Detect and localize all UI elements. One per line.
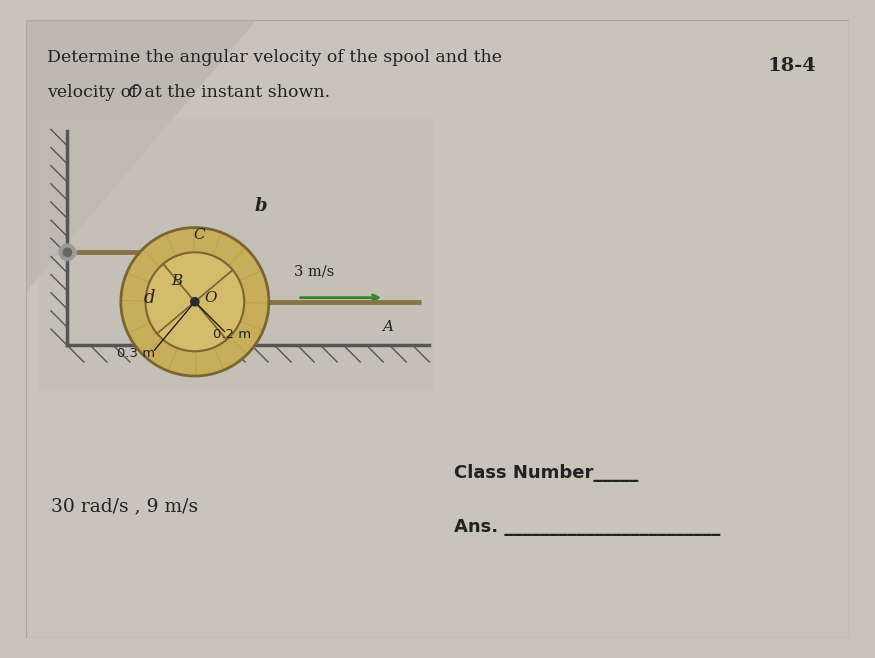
Text: 18-4: 18-4 [767,57,816,75]
Text: b: b [255,197,267,215]
Circle shape [60,244,75,261]
Text: 0.2 m: 0.2 m [213,328,251,342]
Text: B: B [172,274,182,288]
Circle shape [145,252,244,351]
Text: at the instant shown.: at the instant shown. [139,84,330,101]
Text: 30 rad/s , 9 m/s: 30 rad/s , 9 m/s [51,497,198,515]
Text: velocity of: velocity of [47,84,143,101]
Text: O: O [205,291,217,305]
Text: Class Number_____: Class Number_____ [454,465,639,482]
Text: 3 m/s: 3 m/s [294,265,334,279]
Text: C: C [193,228,205,242]
FancyBboxPatch shape [38,118,433,391]
Text: Determine the angular velocity of the spool and the: Determine the angular velocity of the sp… [47,49,502,66]
Circle shape [191,297,199,306]
Circle shape [63,248,72,257]
Polygon shape [26,20,256,292]
Text: 0.3 m: 0.3 m [116,347,155,360]
Text: d: d [144,289,156,307]
Text: O: O [128,84,142,101]
Circle shape [121,228,269,376]
Text: A: A [382,320,394,334]
Text: Ans. ________________________: Ans. ________________________ [454,518,720,536]
